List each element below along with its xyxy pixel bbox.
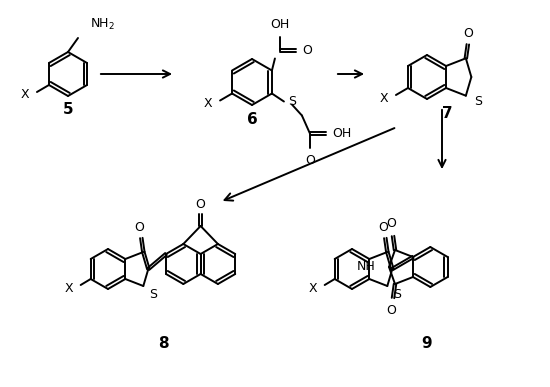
Text: OH: OH: [332, 127, 351, 140]
Text: 7: 7: [442, 106, 452, 120]
Text: O: O: [463, 27, 473, 40]
Text: 5: 5: [63, 103, 73, 118]
Text: S: S: [393, 288, 402, 300]
Text: O: O: [378, 221, 388, 234]
Text: O: O: [305, 154, 315, 166]
Text: O: O: [196, 198, 206, 211]
Text: X: X: [65, 281, 74, 295]
Text: 9: 9: [422, 337, 432, 351]
Text: NH$_2$: NH$_2$: [90, 17, 115, 32]
Text: S: S: [474, 95, 482, 108]
Text: S: S: [149, 288, 157, 300]
Text: O: O: [134, 221, 144, 234]
Text: 6: 6: [246, 111, 257, 127]
Text: O: O: [386, 304, 396, 317]
Text: X: X: [20, 89, 29, 101]
Text: X: X: [309, 281, 318, 295]
Text: X: X: [379, 91, 388, 104]
Text: O: O: [386, 217, 396, 230]
Text: O: O: [302, 44, 312, 57]
Text: 8: 8: [158, 337, 168, 351]
Text: NH: NH: [356, 260, 375, 274]
Text: X: X: [204, 97, 212, 110]
Text: S: S: [288, 95, 296, 108]
Text: OH: OH: [270, 17, 289, 31]
